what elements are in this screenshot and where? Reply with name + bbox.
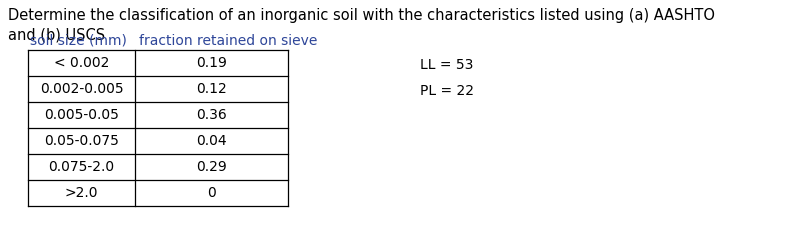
- Text: LL = 53: LL = 53: [420, 58, 473, 72]
- Text: PL = 22: PL = 22: [420, 84, 474, 98]
- Text: 0.19: 0.19: [196, 56, 227, 70]
- Text: 0.36: 0.36: [196, 108, 227, 122]
- Text: 0.075-2.0: 0.075-2.0: [49, 160, 115, 174]
- Text: 0.05-0.075: 0.05-0.075: [44, 134, 119, 148]
- Text: and (b) USCS: and (b) USCS: [8, 27, 105, 42]
- Text: 0.29: 0.29: [196, 160, 227, 174]
- Text: 0.12: 0.12: [196, 82, 227, 96]
- Text: >2.0: >2.0: [64, 186, 98, 200]
- Text: soil size (mm): soil size (mm): [30, 34, 127, 48]
- Text: 0.002-0.005: 0.002-0.005: [39, 82, 123, 96]
- Text: 0.005-0.05: 0.005-0.05: [44, 108, 119, 122]
- Text: Determine the classification of an inorganic soil with the characteristics liste: Determine the classification of an inorg…: [8, 8, 715, 23]
- Text: 0: 0: [208, 186, 216, 200]
- Text: < 0.002: < 0.002: [53, 56, 109, 70]
- Text: 0.04: 0.04: [196, 134, 227, 148]
- Text: fraction retained on sieve: fraction retained on sieve: [139, 34, 318, 48]
